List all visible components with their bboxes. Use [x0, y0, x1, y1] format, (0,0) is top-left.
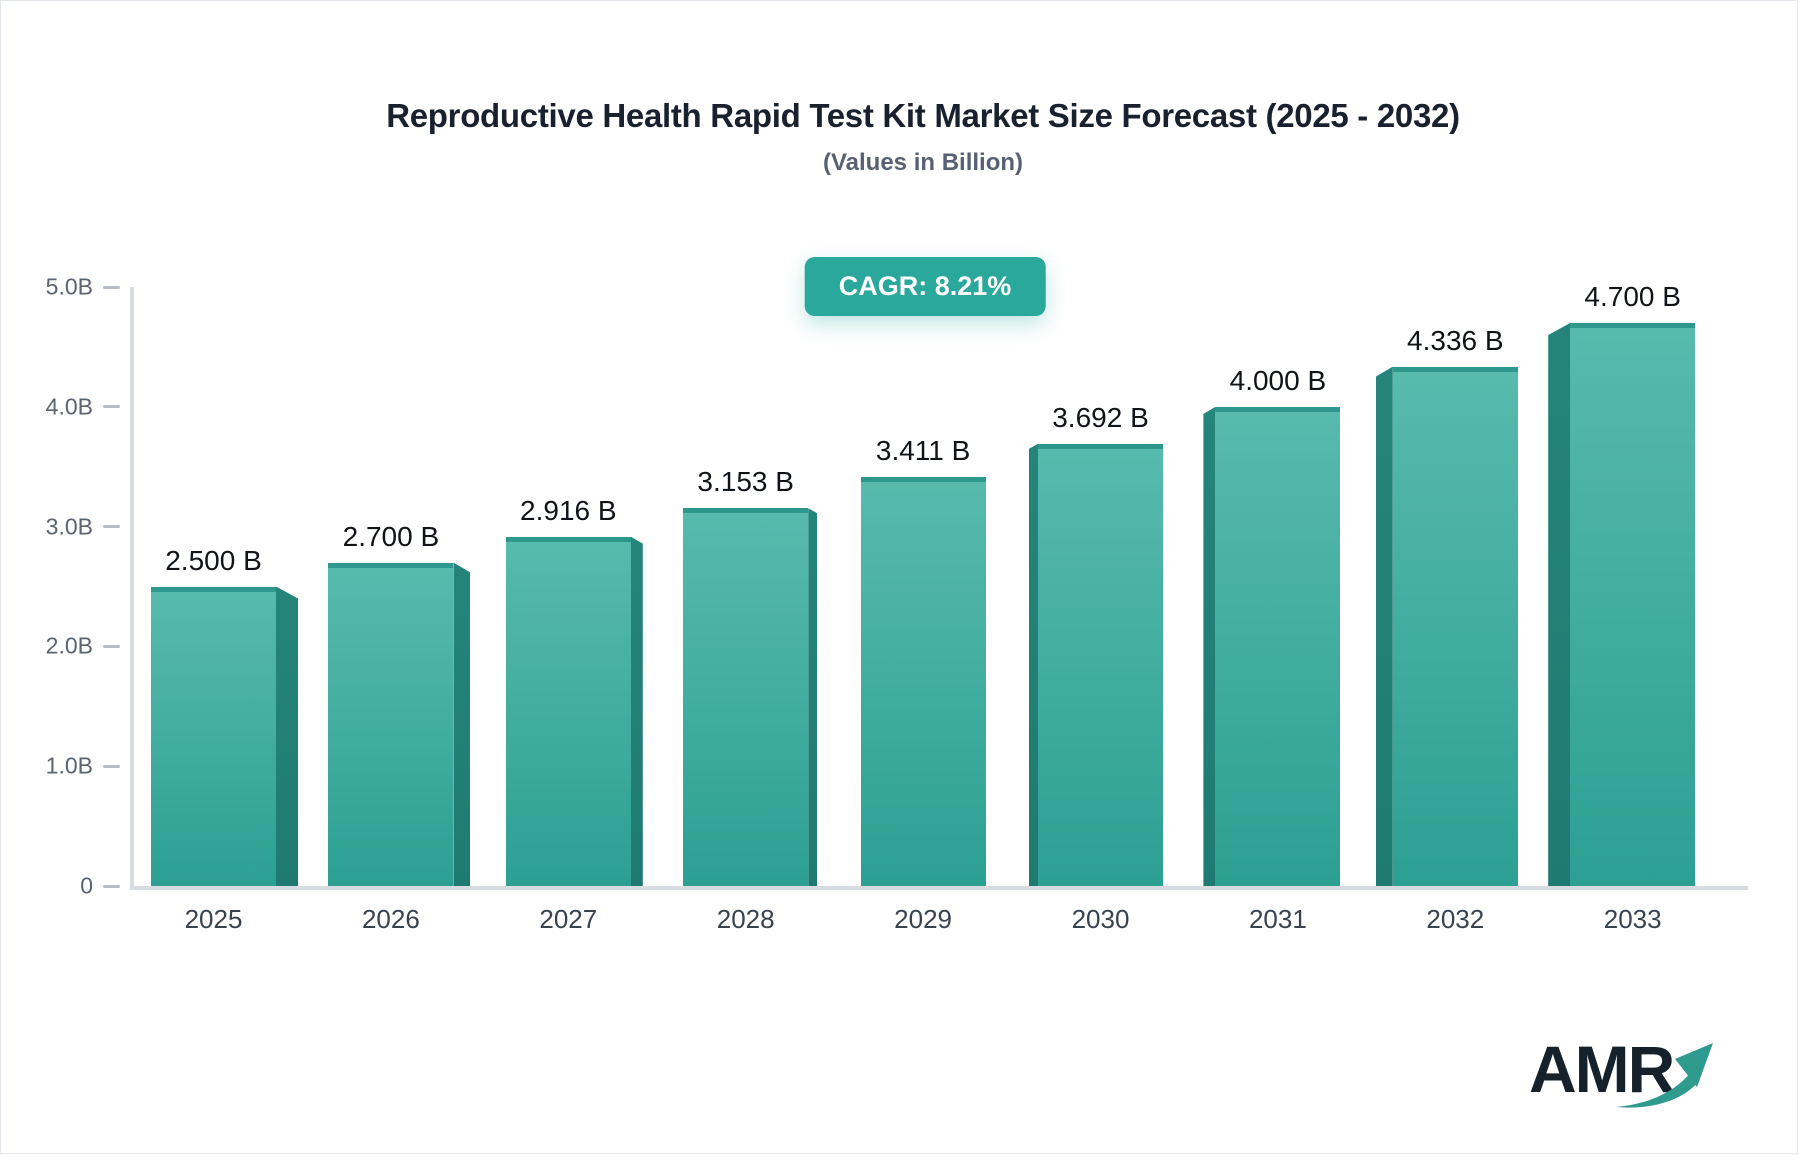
bar-value-label: 2.500 B [165, 544, 262, 576]
x-axis-label: 2030 [1071, 904, 1130, 934]
x-axis-label: 2026 [361, 904, 420, 934]
bar-2029 [860, 477, 986, 886]
y-axis-tick-label: 5.0B [45, 273, 93, 300]
x-axis-label: 2031 [1248, 904, 1307, 934]
chart-subtitle: (Values in Billion) [822, 149, 1024, 176]
x-axis-line [130, 886, 1748, 890]
bar-2027 [505, 536, 631, 886]
y-axis-tick [103, 285, 120, 289]
x-axis-label: 2025 [184, 904, 243, 934]
bar-value-label: 2.700 B [342, 520, 440, 552]
y-axis-tick [103, 884, 120, 888]
bar-2030 [1038, 443, 1163, 886]
y-axis-tick-label: 2.0B [45, 632, 93, 659]
amr-logo-text: AMR [1529, 1032, 1675, 1106]
x-axis-label: 2027 [539, 904, 598, 934]
x-axis-label: 2028 [716, 904, 775, 934]
y-axis-tick-label: 1.0B [45, 752, 93, 779]
x-axis-label: 2029 [894, 904, 953, 934]
bar-side-face [808, 508, 818, 886]
bar-2032 [1392, 366, 1518, 886]
bar-value-label: 4.336 B [1407, 324, 1504, 356]
y-axis-tick [103, 525, 120, 529]
cagr-badge: CAGR: 8.21% [804, 257, 1046, 316]
y-axis-tick [103, 405, 120, 409]
bar-value-label: 3.692 B [1052, 401, 1149, 433]
bar-value-label: 4.000 B [1229, 364, 1327, 396]
chart-title: Reproductive Health Rapid Test Kit Marke… [386, 97, 1460, 134]
bar-value-label: 2.916 B [520, 494, 617, 526]
y-axis: 5.0B 4.0B 3.0B 2.0B 1.0B 0 [1, 274, 132, 899]
bar-value-label: 4.700 B [1584, 280, 1681, 312]
bar-side-face [276, 586, 298, 886]
y-axis-tick-label: 4.0B [45, 393, 93, 420]
y-axis-tick-label: 0 [80, 872, 93, 899]
bar-2025 [151, 586, 276, 886]
bar-side-face [453, 562, 471, 886]
bar-side-face [630, 536, 643, 886]
amr-logo: AMR [1529, 1031, 1729, 1121]
bar-side-face [1029, 443, 1038, 886]
x-axis-label: 2033 [1603, 904, 1662, 934]
bar-value-label: 3.411 B [875, 435, 971, 467]
bar-2031 [1215, 406, 1341, 886]
bar-value-label: 3.153 B [697, 466, 794, 498]
y-axis-tick-label: 3.0B [45, 513, 93, 540]
x-axis-label: 2032 [1426, 904, 1485, 934]
y-axis-tick [103, 644, 120, 648]
bar-2026 [328, 562, 454, 886]
growth-arrow-icon [1616, 1043, 1713, 1108]
bar-side-face [1375, 366, 1393, 886]
y-axis-tick [103, 764, 120, 768]
bar-2028 [683, 508, 809, 886]
bar-side-face [1203, 406, 1216, 886]
bar-side-face [1548, 322, 1571, 886]
y-axis-line [130, 287, 134, 888]
plot-area: 2.500 B 2025 2.700 B 2026 2.916 B 2027 3.153 B… [132, 281, 1744, 934]
bar-2033 [1570, 322, 1696, 886]
